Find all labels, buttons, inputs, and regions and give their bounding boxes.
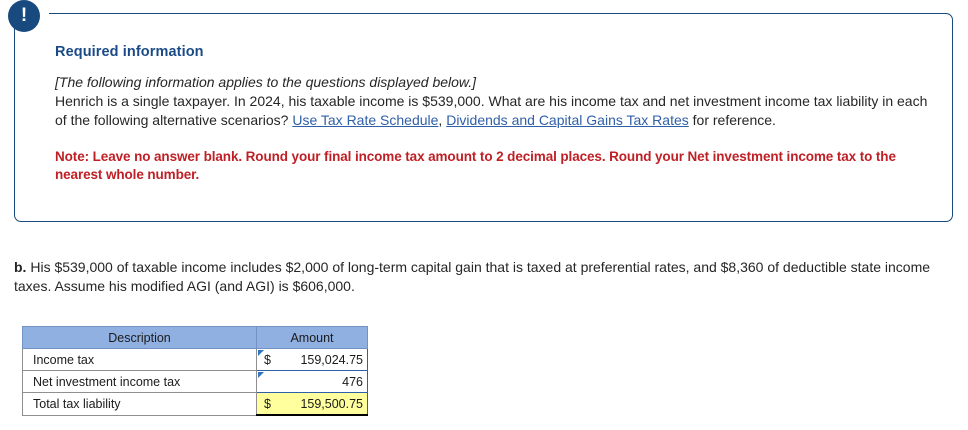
scenario-paragraph: Henrich is a single taxpayer. In 2024, h… [55,92,928,130]
exclamation-icon: ! [8,0,40,32]
panel-body: [The following information applies to th… [55,73,928,184]
amount-value: 159,500.75 [300,396,363,411]
cell-flag-icon [258,350,264,356]
table-row: Income tax $ 159,024.75 [22,348,368,371]
table-body: Income tax $ 159,024.75 Net investment i… [22,348,368,416]
tax-answer-table: Description Amount Income tax $ 159,024.… [22,326,368,416]
table-row: Net investment income tax 476 [22,370,368,393]
required-information-panel: Required information [The following info… [14,12,953,222]
column-header-amount: Amount [256,326,368,349]
row-label-net-investment-income-tax: Net investment income tax [22,370,257,393]
panel-title: Required information [55,44,204,60]
question-label: b. [14,259,27,275]
amount-input-net-investment-income-tax[interactable]: 476 [256,370,368,393]
rounding-note: Note: Leave no answer blank. Round your … [55,149,896,182]
tax-rate-schedule-link[interactable]: Use Tax Rate Schedule [292,112,439,128]
question-b: b. His $539,000 of taxable income includ… [14,258,939,296]
amount-value: 159,024.75 [300,352,363,367]
table-row: Total tax liability $ 159,500.75 [22,392,368,416]
link-separator: , [438,112,447,128]
amount-value: 476 [342,374,363,389]
row-label-income-tax: Income tax [22,348,257,371]
scenario-text-part1: Henrich is a single taxpayer. In 2024, h… [55,93,928,128]
amount-input-income-tax[interactable]: $ 159,024.75 [256,348,368,371]
panel-content: Required information [The following info… [55,44,928,184]
applies-note: [The following information applies to th… [55,74,477,90]
question-text: His $539,000 of taxable income includes … [14,259,931,294]
amount-total-tax-liability[interactable]: $ 159,500.75 [256,392,368,416]
row-label-total-tax-liability: Total tax liability [22,392,257,416]
scenario-text-part2: for reference. [688,112,776,128]
currency-symbol: $ [264,352,271,367]
cell-flag-icon [258,372,264,378]
column-header-description: Description [22,326,257,349]
dividends-capital-gains-link[interactable]: Dividends and Capital Gains Tax Rates [446,112,689,128]
currency-symbol: $ [264,396,271,411]
table-header-row: Description Amount [22,326,368,349]
